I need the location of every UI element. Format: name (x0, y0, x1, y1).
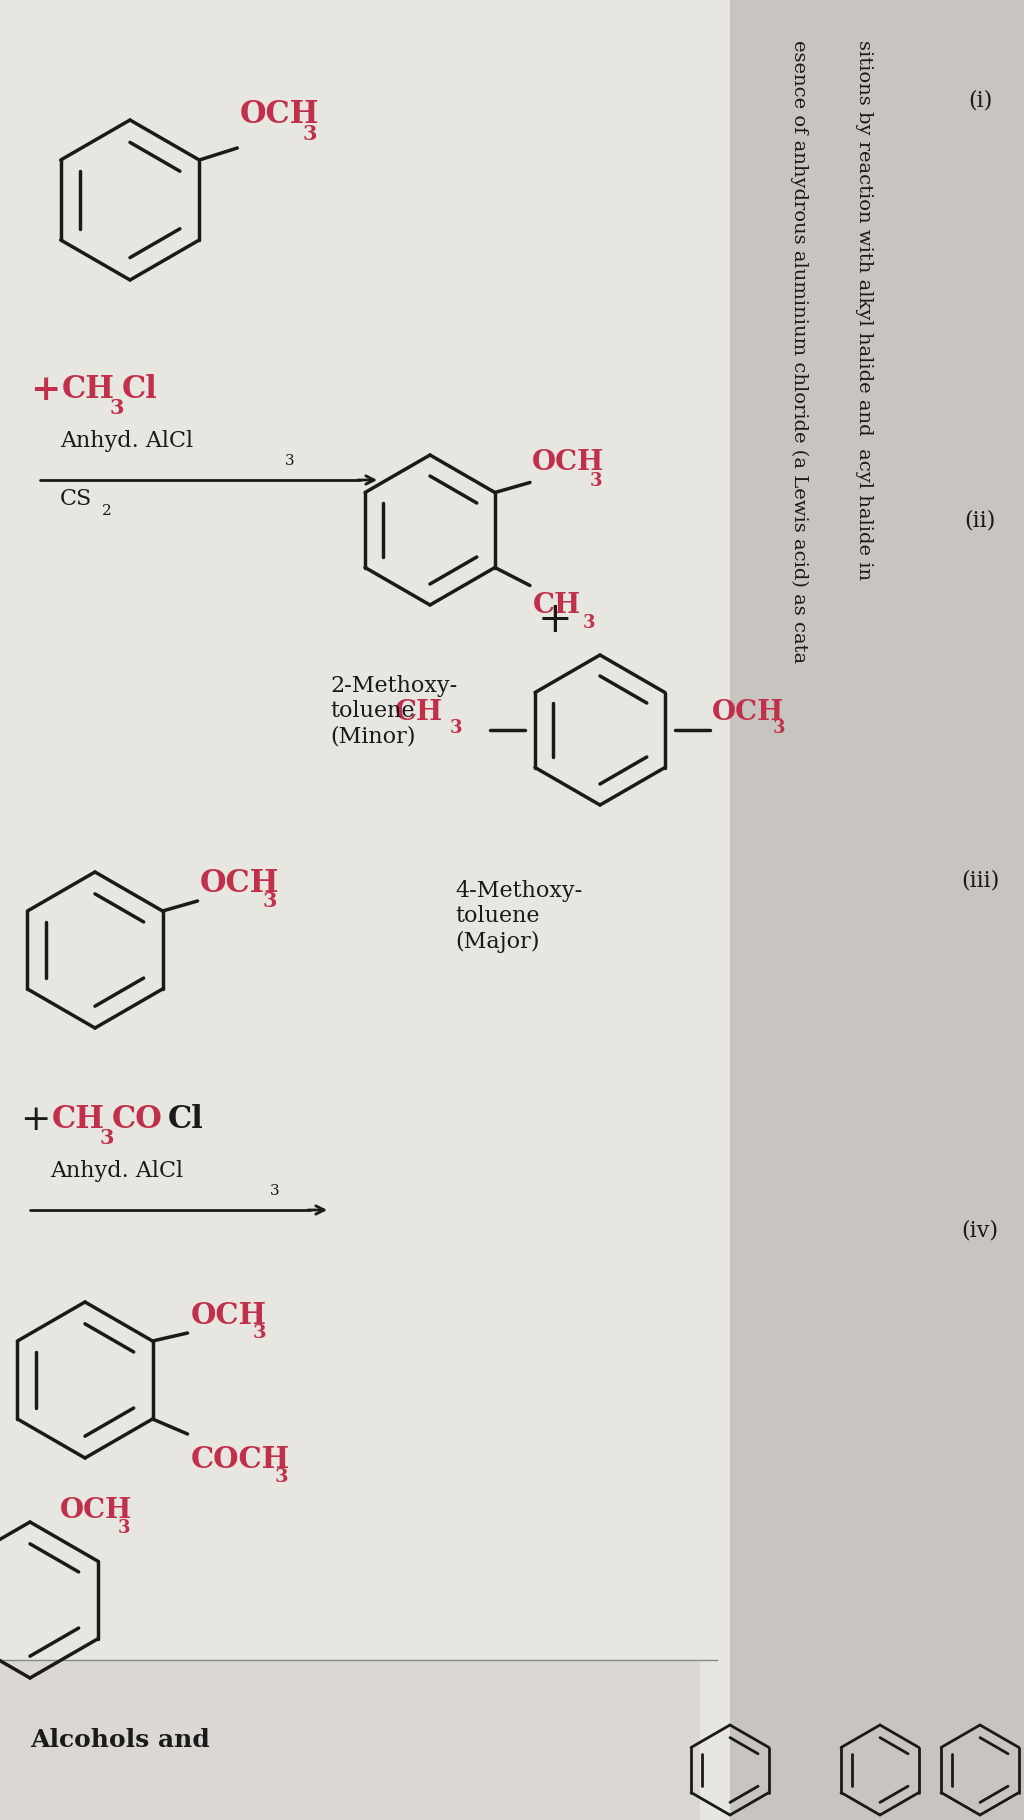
Text: Cl: Cl (122, 375, 158, 406)
Polygon shape (0, 1660, 700, 1820)
Text: (ii): (ii) (965, 510, 995, 531)
Text: CH: CH (395, 699, 443, 726)
Text: 3: 3 (583, 615, 595, 633)
Text: (iv): (iv) (962, 1219, 998, 1241)
Text: Anhyd. AlCl: Anhyd. AlCl (50, 1159, 183, 1181)
Text: OCH: OCH (200, 868, 280, 899)
Text: CO: CO (112, 1105, 163, 1136)
Text: esence of anhydrous aluminium chloride (a Lewis acid) as cata: esence of anhydrous aluminium chloride (… (790, 40, 808, 662)
Text: 3: 3 (118, 1520, 130, 1538)
Text: Anhyd. AlCl: Anhyd. AlCl (60, 430, 194, 451)
Text: +: + (20, 1103, 50, 1138)
Text: 2: 2 (102, 504, 112, 519)
Text: 3: 3 (274, 1469, 288, 1485)
Text: 3: 3 (262, 892, 278, 912)
Text: Cl: Cl (168, 1105, 204, 1136)
Text: 3: 3 (450, 719, 463, 737)
Text: +: + (30, 373, 60, 408)
Text: CS: CS (60, 488, 92, 510)
Text: 3: 3 (270, 1185, 280, 1198)
Text: 3: 3 (100, 1128, 115, 1148)
Text: sitions by reaction with alkyl halide and  acyl halide in: sitions by reaction with alkyl halide an… (855, 40, 873, 581)
Text: 3: 3 (110, 399, 125, 419)
Text: 3: 3 (773, 719, 785, 737)
Text: 2-Methoxy-
toluene
(Minor): 2-Methoxy- toluene (Minor) (330, 675, 458, 748)
Text: CH: CH (52, 1105, 105, 1136)
Text: OCH: OCH (60, 1496, 132, 1523)
Text: CH: CH (532, 592, 581, 619)
Text: 3: 3 (253, 1323, 266, 1341)
Text: 3: 3 (285, 453, 295, 468)
Text: OCH: OCH (240, 98, 318, 129)
Text: 3: 3 (302, 124, 316, 144)
Text: OCH: OCH (712, 699, 784, 726)
Polygon shape (0, 0, 730, 1820)
Text: (i): (i) (968, 89, 992, 111)
Text: OCH: OCH (190, 1301, 266, 1329)
Text: (iii): (iii) (961, 868, 999, 892)
Text: OCH: OCH (531, 450, 604, 477)
Text: CH: CH (62, 375, 115, 406)
Text: Alcohols and: Alcohols and (30, 1727, 210, 1753)
Text: COCH: COCH (190, 1445, 290, 1474)
Text: 4-Methoxy-
toluene
(Major): 4-Methoxy- toluene (Major) (455, 881, 583, 954)
Text: +: + (538, 599, 572, 641)
Text: 3: 3 (590, 471, 602, 490)
